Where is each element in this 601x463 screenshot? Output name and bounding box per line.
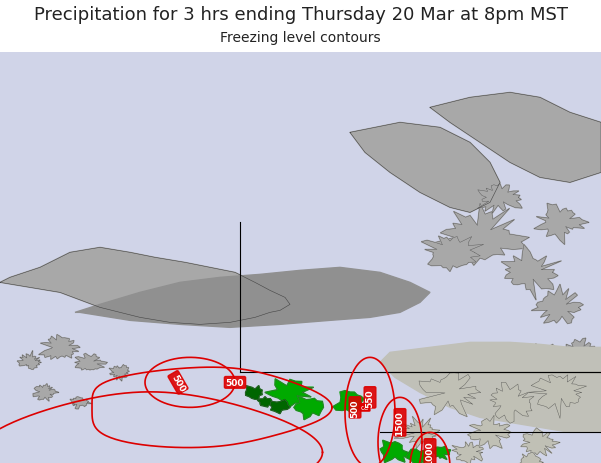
Text: 1500: 1500	[395, 410, 404, 435]
Polygon shape	[38, 335, 80, 360]
Polygon shape	[246, 386, 262, 400]
Polygon shape	[257, 397, 273, 407]
Polygon shape	[534, 204, 589, 245]
Polygon shape	[75, 354, 107, 370]
Polygon shape	[17, 351, 41, 369]
Polygon shape	[490, 382, 534, 423]
Text: 500: 500	[350, 398, 359, 417]
Polygon shape	[521, 428, 560, 456]
Polygon shape	[75, 268, 430, 328]
Polygon shape	[294, 396, 323, 420]
Text: Freezing level contours: Freezing level contours	[220, 31, 381, 45]
Text: Precipitation for 3 hrs ending Thursday 20 Mar at 8pm MST: Precipitation for 3 hrs ending Thursday …	[34, 6, 567, 24]
Polygon shape	[419, 373, 481, 417]
Polygon shape	[70, 397, 92, 409]
Polygon shape	[477, 184, 522, 214]
Polygon shape	[380, 440, 409, 463]
Text: 1000: 1000	[426, 440, 435, 463]
Polygon shape	[0, 248, 290, 325]
Polygon shape	[421, 237, 484, 272]
Polygon shape	[109, 365, 129, 381]
Polygon shape	[419, 459, 443, 463]
Polygon shape	[519, 452, 543, 463]
Polygon shape	[528, 375, 587, 419]
Polygon shape	[501, 245, 561, 300]
Polygon shape	[350, 123, 500, 213]
Polygon shape	[406, 449, 433, 463]
Polygon shape	[33, 384, 59, 401]
Polygon shape	[516, 344, 563, 380]
Polygon shape	[430, 93, 601, 183]
Polygon shape	[265, 379, 314, 408]
Polygon shape	[452, 442, 483, 463]
Text: 500: 500	[226, 378, 244, 387]
Text: 550: 550	[365, 388, 374, 407]
Polygon shape	[394, 416, 440, 449]
Text: oo: oo	[361, 405, 369, 411]
Polygon shape	[559, 338, 601, 368]
Polygon shape	[432, 446, 451, 460]
Text: 500: 500	[169, 372, 186, 393]
Polygon shape	[531, 285, 584, 324]
Polygon shape	[468, 415, 511, 449]
Polygon shape	[436, 204, 529, 266]
Polygon shape	[333, 391, 364, 414]
Polygon shape	[380, 343, 601, 432]
Polygon shape	[270, 400, 290, 414]
